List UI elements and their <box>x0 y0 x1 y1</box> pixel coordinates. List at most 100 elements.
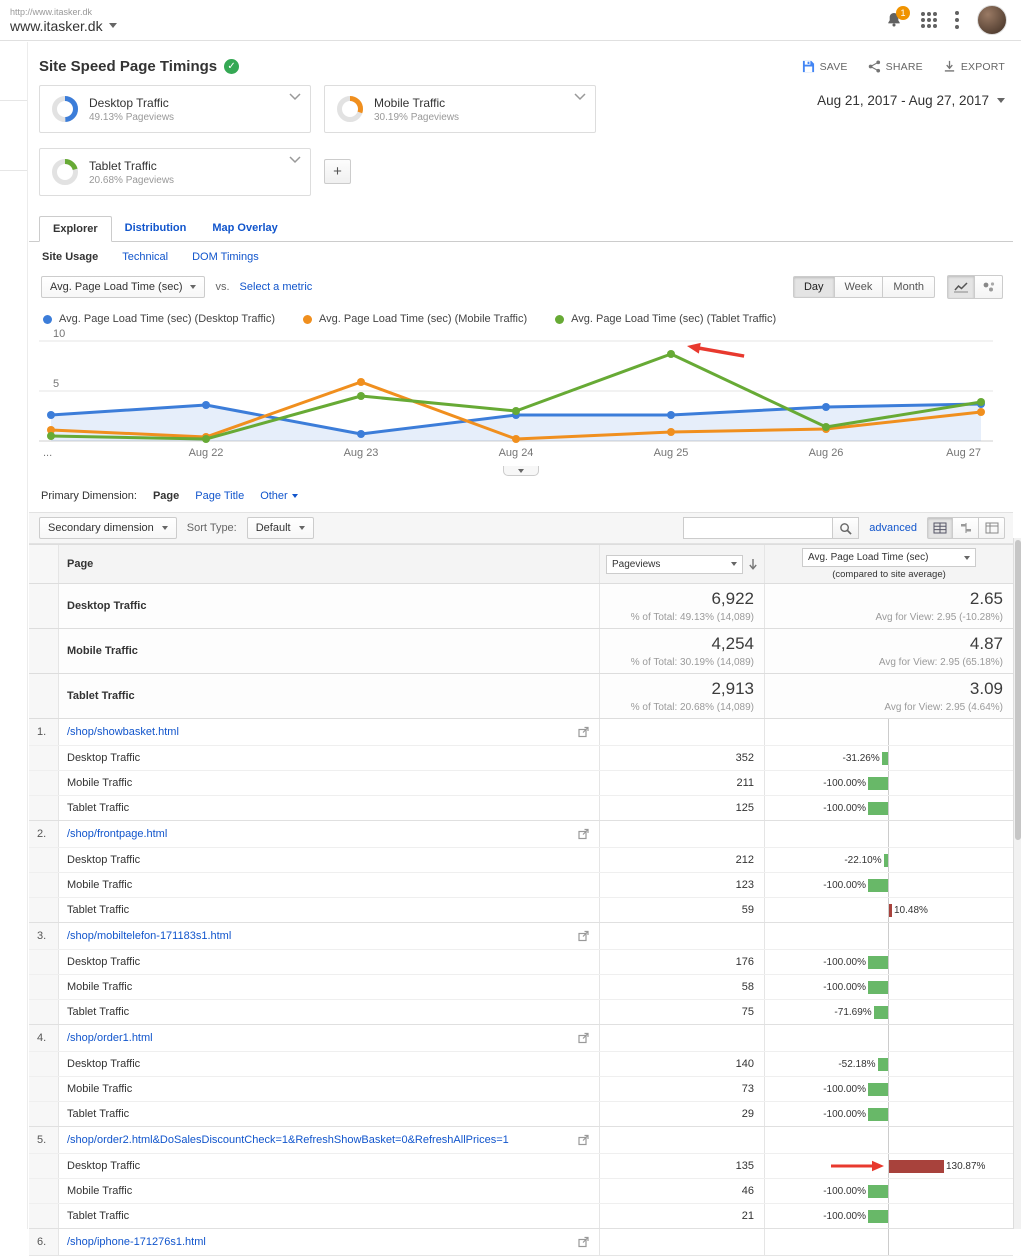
vertical-scrollbar[interactable] <box>1013 538 1021 1229</box>
delta-label: -71.69% <box>834 1006 872 1018</box>
chevron-down-icon[interactable] <box>574 93 586 101</box>
comparison-bars-icon <box>960 523 971 533</box>
export-button[interactable]: EXPORT <box>943 60 1005 73</box>
account-section: http://www.itasker.dk www.itasker.dk <box>10 7 117 34</box>
segment-label: Mobile Traffic <box>67 879 133 891</box>
share-button[interactable]: SHARE <box>868 60 923 73</box>
granularity-day-button[interactable]: Day <box>792 276 835 298</box>
load-time-metric-select[interactable]: Avg. Page Load Time (sec) <box>802 548 976 567</box>
data-view-button[interactable] <box>927 517 953 539</box>
segment-label-cell: Desktop Traffic <box>59 1052 600 1076</box>
tab-distribution[interactable]: Distribution <box>124 222 187 234</box>
tab-map-overlay[interactable]: Map Overlay <box>212 222 278 234</box>
metric-compare-cell <box>765 923 1013 949</box>
notifications-button[interactable]: 1 <box>885 6 910 29</box>
subtab-site-usage[interactable]: Site Usage <box>42 251 99 263</box>
page-link[interactable]: /shop/showbasket.html <box>67 726 179 738</box>
metric-compare-cell: -22.10% <box>765 848 1013 872</box>
segment-name: Tablet Traffic <box>89 158 157 173</box>
pageviews-metric-select[interactable]: Pageviews <box>606 554 743 574</box>
annotation-arrow <box>687 342 745 358</box>
metric-total: 2.65 <box>969 589 1003 608</box>
scrollbar-thumb[interactable] <box>1015 540 1021 840</box>
segment-name: Mobile Traffic <box>374 95 446 110</box>
pageviews-value: 135 <box>735 1160 754 1172</box>
date-range-selector[interactable]: Aug 21, 2017 - Aug 27, 2017 <box>817 93 1005 108</box>
add-segment-button[interactable]: + <box>324 159 351 184</box>
open-page-icon[interactable] <box>578 930 589 942</box>
open-page-icon[interactable] <box>578 1236 589 1248</box>
pageviews-cell: 46 <box>600 1179 765 1203</box>
summary-label-cell: Tablet Traffic <box>59 674 600 718</box>
line-chart-view-button[interactable] <box>947 275 975 299</box>
open-page-icon[interactable] <box>578 828 589 840</box>
metric-compare-cell: -100.00% <box>765 771 1013 795</box>
delta-label: -22.10% <box>844 854 882 866</box>
granularity-week-button[interactable]: Week <box>834 276 884 298</box>
pageviews-cell: 73 <box>600 1077 765 1101</box>
sort-descending-icon[interactable] <box>748 558 758 571</box>
select-metric-link[interactable]: Select a metric <box>239 281 313 293</box>
open-page-icon[interactable] <box>578 1032 589 1044</box>
bar-axis <box>888 1127 889 1153</box>
comparison-view-button[interactable] <box>953 517 979 539</box>
apps-menu-button[interactable] <box>921 12 937 28</box>
pageviews-cell <box>600 923 765 949</box>
advanced-search-link[interactable]: advanced <box>869 522 917 534</box>
page-link[interactable]: /shop/order2.html&DoSalesDiscountCheck=1… <box>67 1134 509 1146</box>
segment-row: Mobile Traffic 73 -100.00% <box>29 1076 1013 1101</box>
legend-item: Avg. Page Load Time (sec) (Desktop Traff… <box>43 313 275 325</box>
bar-axis <box>888 975 889 999</box>
pageviews-cell: 140 <box>600 1052 765 1076</box>
segment-card[interactable]: Tablet Traffic 20.68% Pageviews <box>39 148 311 196</box>
metric-compare-cell: -100.00% <box>765 1179 1013 1203</box>
delta-label: -52.18% <box>838 1058 876 1070</box>
search-button[interactable] <box>833 517 860 539</box>
metric-dropdown[interactable]: Avg. Page Load Time (sec) <box>41 276 206 298</box>
page-link[interactable]: /shop/frontpage.html <box>67 828 168 840</box>
dimension-page[interactable]: Page <box>152 490 180 502</box>
subtab-technical[interactable]: Technical <box>122 251 169 263</box>
open-page-icon[interactable] <box>578 1134 589 1146</box>
page-link[interactable]: /shop/iphone-171276s1.html <box>67 1236 206 1248</box>
tab-explorer[interactable]: Explorer <box>39 216 112 242</box>
open-page-icon[interactable] <box>578 726 589 738</box>
chevron-down-icon[interactable] <box>289 156 301 164</box>
page-link[interactable]: /shop/order1.html <box>67 1032 153 1044</box>
table-header-row: Page Pageviews Avg. Page Load Time (sec)… <box>29 544 1013 584</box>
pageviews-cell: 59 <box>600 898 765 922</box>
chart-collapse-handle[interactable] <box>503 466 539 476</box>
caret-down-icon <box>518 468 524 473</box>
granularity-month-button[interactable]: Month <box>883 276 935 298</box>
segment-row: Tablet Traffic 59 10.48% <box>29 897 1013 922</box>
chevron-down-icon[interactable] <box>289 93 301 101</box>
table-row: 6. /shop/iphone-171276s1.html <box>29 1229 1013 1255</box>
more-menu-button[interactable] <box>955 11 959 29</box>
bar-axis <box>888 1102 889 1126</box>
dimension-other[interactable]: Other <box>260 490 298 502</box>
sort-type-dropdown[interactable]: Default <box>246 517 314 539</box>
search-input[interactable] <box>683 517 834 539</box>
dimension-page-title[interactable]: Page Title <box>195 490 245 502</box>
page-cell: /shop/iphone-171276s1.html <box>59 1229 600 1255</box>
table-grid-icon <box>933 522 947 534</box>
sort-type-label: Sort Type: <box>186 522 237 534</box>
table-view-toggle <box>927 517 1005 539</box>
avatar[interactable] <box>977 5 1007 35</box>
account-selector[interactable]: www.itasker.dk <box>10 18 117 34</box>
subtab-dom-timings[interactable]: DOM Timings <box>192 251 259 263</box>
metric-compare-cell: -100.00% <box>765 975 1013 999</box>
segment-label: Tablet Traffic <box>67 1006 130 1018</box>
segment-card[interactable]: Desktop Traffic 49.13% Pageviews <box>39 85 311 133</box>
row-number-cell <box>29 1154 59 1178</box>
save-button[interactable]: SAVE <box>802 60 848 73</box>
segment-card[interactable]: Mobile Traffic 30.19% Pageviews <box>324 85 596 133</box>
page-link[interactable]: /shop/mobiltelefon-171183s1.html <box>67 930 232 942</box>
secondary-dimension-dropdown[interactable]: Secondary dimension <box>39 517 177 539</box>
segment-detail: 49.13% Pageviews <box>89 111 175 123</box>
comparison-bar <box>877 1057 888 1071</box>
motion-chart-view-button[interactable] <box>975 275 1003 299</box>
metric-compare-cell: -100.00% <box>765 1102 1013 1126</box>
pivot-view-button[interactable] <box>979 517 1005 539</box>
vs-label: vs. <box>215 281 230 293</box>
